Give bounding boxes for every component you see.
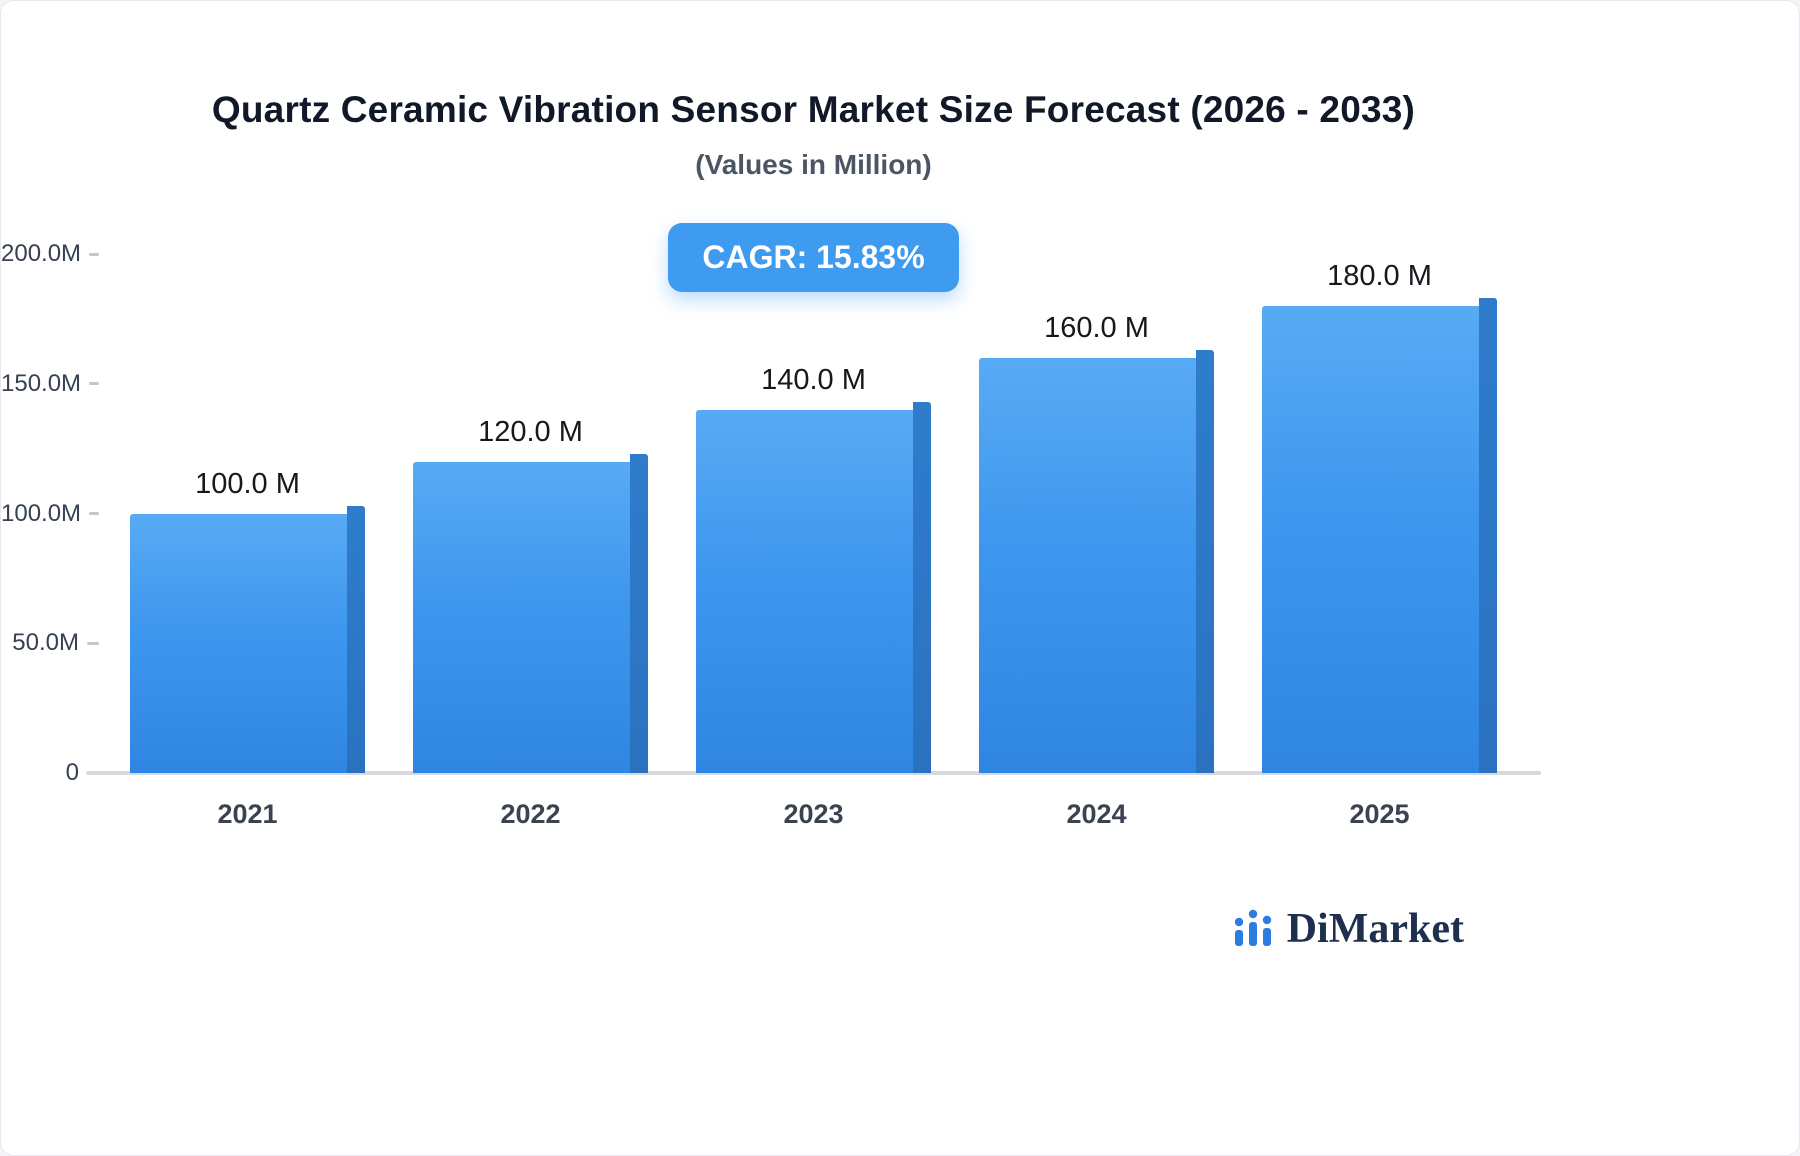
plot-area: 100.0 M 2021 120.0 M 2022 140.0 M 2023 160.0 M… xyxy=(86,254,1541,829)
y-axis-tick: 150.0M xyxy=(1,370,99,398)
chart-subtitle: (Values in Million) xyxy=(695,149,932,180)
bar-slot: 100.0 M xyxy=(106,254,389,773)
bar-value-label: 120.0 M xyxy=(478,415,583,448)
x-axis-baseline xyxy=(86,771,1541,775)
y-axis-tick: 50.0M xyxy=(1,629,99,657)
y-axis-label: 50.0M xyxy=(12,629,79,657)
bar-slot: 180.0 M xyxy=(1238,254,1521,773)
bar-2024: 160.0 M xyxy=(979,312,1214,773)
y-axis-tick-mark xyxy=(89,252,99,256)
bar-side-shade xyxy=(347,505,365,773)
bar-value-label: 160.0 M xyxy=(1044,311,1149,344)
brand-logo: DiMarket xyxy=(1231,904,1464,950)
bar-slot: 120.0 M xyxy=(389,254,672,773)
y-axis-tick-mark xyxy=(89,512,99,515)
y-axis-label: 150.0M xyxy=(1,369,82,397)
y-axis-tick: 200.0M xyxy=(1,240,99,268)
y-axis-tick-mark xyxy=(87,641,99,645)
bar-value-label: 180.0 M xyxy=(1327,259,1432,292)
cagr-badge-row: CAGR: 15.83% xyxy=(106,223,1521,292)
chart-header: Quartz Ceramic Vibration Sensor Market S… xyxy=(106,89,1521,181)
y-axis-tick: 100.0M xyxy=(1,500,99,528)
y-axis-tick: 0 xyxy=(1,759,99,787)
cagr-badge: CAGR: 15.83% xyxy=(668,223,959,292)
bar-value-label: 100.0 M xyxy=(195,467,300,500)
bar-2022: 120.0 M xyxy=(413,416,648,773)
x-axis-label-2021: 2021 xyxy=(217,799,278,829)
brand-name: DiMarket xyxy=(1286,906,1464,952)
y-axis: 0 50.0M 100.0M 150.0M 200.0M xyxy=(1,240,99,786)
bar-value-label: 140.0 M xyxy=(761,363,866,396)
x-axis-label-2025: 2025 xyxy=(1349,799,1410,829)
bar-side-shade xyxy=(913,401,931,773)
x-axis-label-2024: 2024 xyxy=(1066,799,1127,829)
bar-slot: 140.0 M xyxy=(672,254,955,773)
bar-side-shade xyxy=(1196,349,1214,773)
bar-2025: 180.0 M xyxy=(1262,260,1497,773)
y-axis-label: 100.0M xyxy=(1,499,82,527)
y-axis-label: 200.0M xyxy=(1,240,82,267)
x-axis-label-2022: 2022 xyxy=(500,799,561,829)
chart-title: Quartz Ceramic Vibration Sensor Market S… xyxy=(211,89,1416,130)
y-axis-tick-mark xyxy=(89,382,99,386)
dimarket-icon xyxy=(1234,909,1271,946)
bar-side-shade xyxy=(1479,297,1497,773)
bar-2021: 100.0 M xyxy=(130,468,365,773)
y-axis-label: 0 xyxy=(65,759,79,786)
bar-slot: 160.0 M xyxy=(955,254,1238,773)
x-axis-label-2023: 2023 xyxy=(783,799,844,829)
bar-side-shade xyxy=(630,453,648,773)
bar-2023: 140.0 M xyxy=(696,364,931,773)
